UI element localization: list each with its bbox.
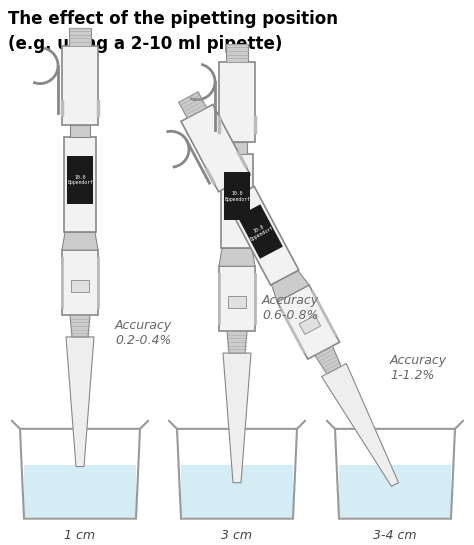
Polygon shape <box>277 285 339 359</box>
Polygon shape <box>321 364 399 486</box>
Polygon shape <box>181 105 250 192</box>
Polygon shape <box>299 316 321 335</box>
Polygon shape <box>224 172 250 220</box>
Polygon shape <box>71 280 89 292</box>
Polygon shape <box>226 44 248 62</box>
Polygon shape <box>226 179 249 198</box>
Polygon shape <box>69 28 91 46</box>
Polygon shape <box>62 232 98 250</box>
Polygon shape <box>228 296 246 308</box>
Text: 3 cm: 3 cm <box>221 529 253 542</box>
Text: 1 cm: 1 cm <box>64 529 95 542</box>
Polygon shape <box>181 465 293 517</box>
Polygon shape <box>237 204 283 259</box>
Polygon shape <box>70 315 90 337</box>
Text: Accuracy
0.6-0.8%: Accuracy 0.6-0.8% <box>262 294 319 322</box>
Polygon shape <box>223 353 251 483</box>
Text: (e.g. using a 2-10 ml pipette): (e.g. using a 2-10 ml pipette) <box>8 35 283 53</box>
Polygon shape <box>24 465 136 517</box>
Polygon shape <box>227 331 247 353</box>
Polygon shape <box>226 186 299 285</box>
Text: 10.0
Eppendorf: 10.0 Eppendorf <box>67 174 93 185</box>
Polygon shape <box>219 249 255 267</box>
Polygon shape <box>64 137 96 232</box>
Polygon shape <box>179 92 207 118</box>
Text: 10.0
Eppendorf: 10.0 Eppendorf <box>224 191 250 202</box>
Text: Accuracy
0.2-0.4%: Accuracy 0.2-0.4% <box>115 319 172 347</box>
Polygon shape <box>70 125 90 137</box>
Polygon shape <box>219 62 255 142</box>
Text: The effect of the pipetting position: The effect of the pipetting position <box>8 10 338 28</box>
Polygon shape <box>62 46 98 125</box>
Polygon shape <box>62 250 98 315</box>
Polygon shape <box>221 154 253 249</box>
Polygon shape <box>67 156 93 204</box>
Polygon shape <box>219 267 255 331</box>
Polygon shape <box>339 465 451 517</box>
Text: 10.0
Eppendorf: 10.0 Eppendorf <box>246 221 274 243</box>
Text: Accuracy
1-1.2%: Accuracy 1-1.2% <box>390 354 447 382</box>
Polygon shape <box>272 270 309 302</box>
Text: 3-4 cm: 3-4 cm <box>373 529 417 542</box>
Polygon shape <box>315 346 341 374</box>
Polygon shape <box>227 142 247 154</box>
Polygon shape <box>66 337 94 467</box>
